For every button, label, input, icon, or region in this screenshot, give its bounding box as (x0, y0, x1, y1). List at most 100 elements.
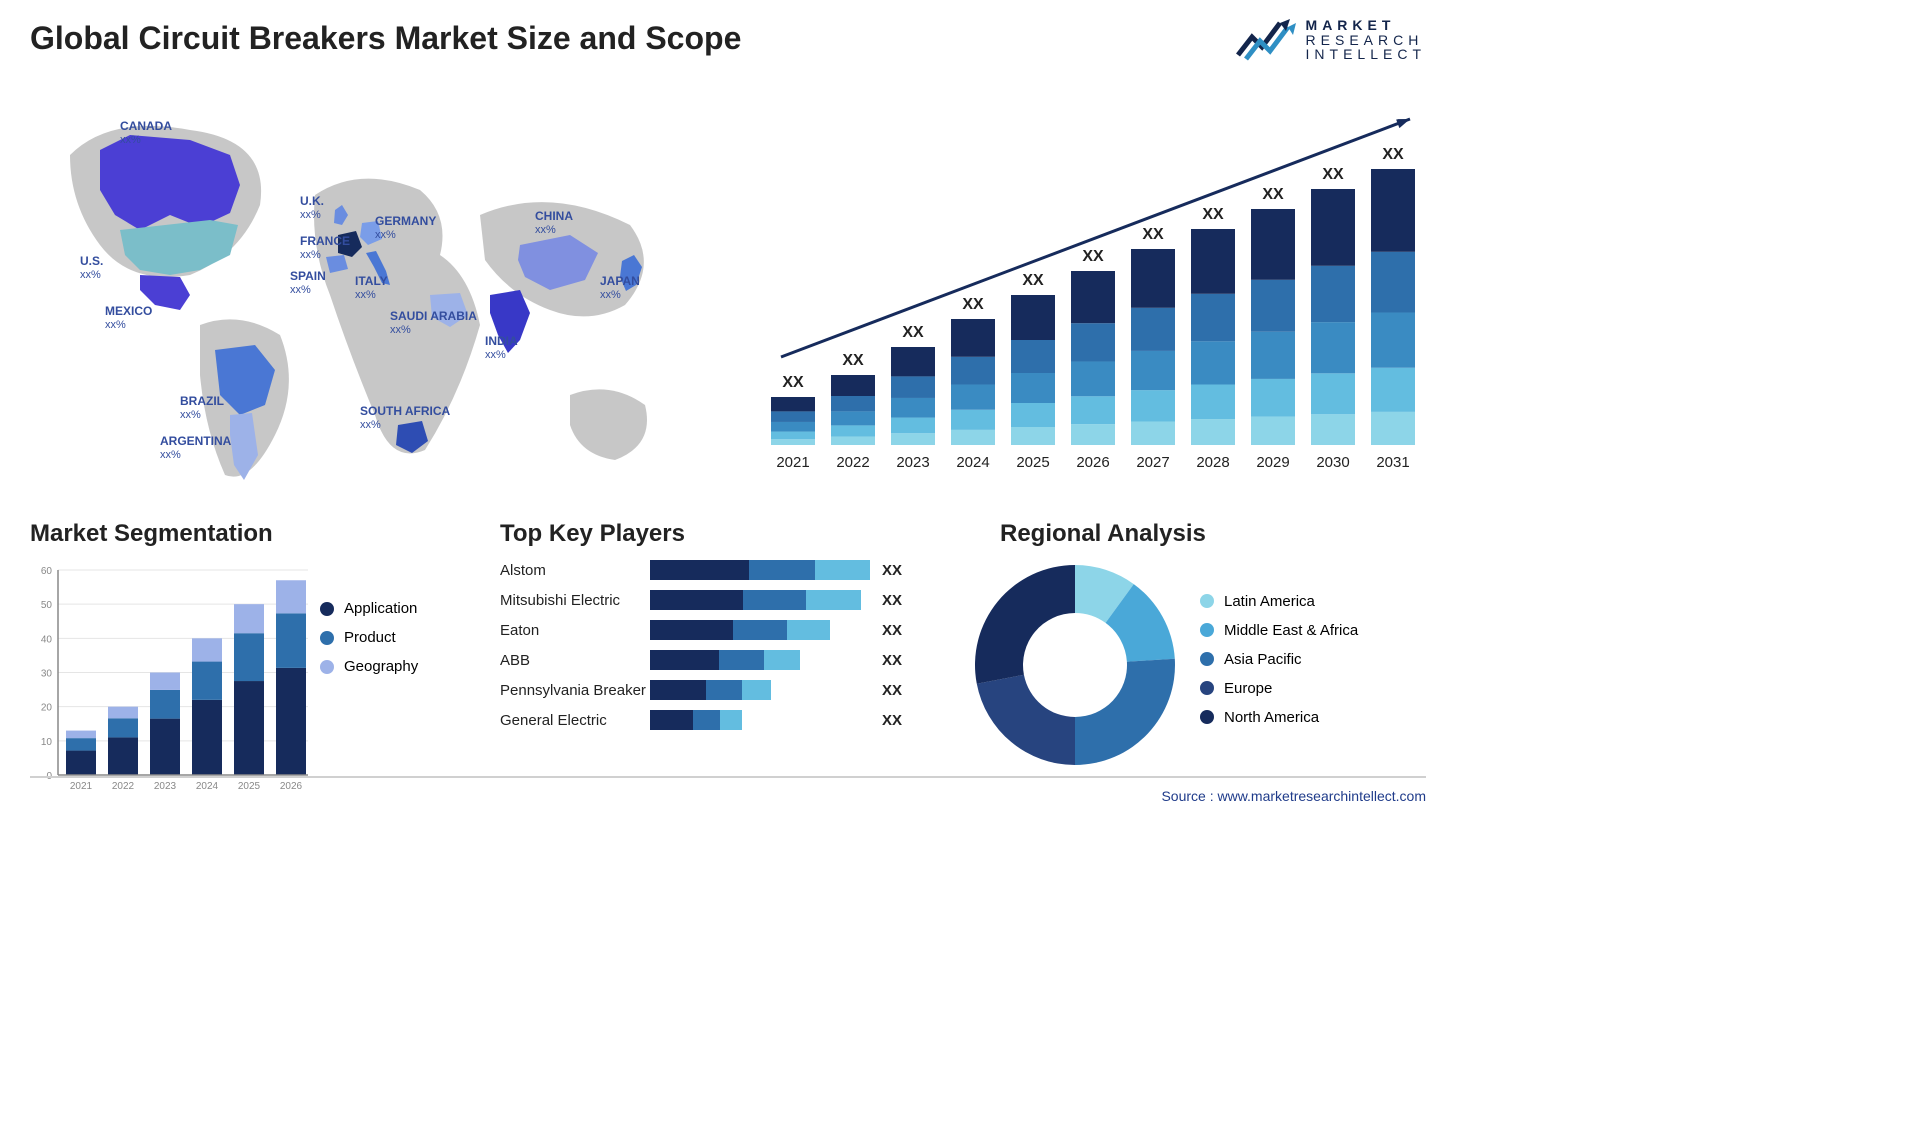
player-name: Pennsylvania Breaker (500, 682, 650, 699)
growth-bar-value: XX (1262, 186, 1284, 203)
seg-bar-seg (66, 751, 96, 775)
growth-bar-seg (1311, 322, 1355, 373)
growth-bar-seg (1131, 421, 1175, 445)
player-row: ABB XX (500, 650, 950, 670)
growth-bar-seg (1371, 169, 1415, 252)
player-value: XX (882, 682, 902, 699)
legend-label: Geography (344, 658, 418, 675)
growth-bar-seg (771, 432, 815, 440)
growth-bar-seg (891, 418, 935, 434)
growth-bar-seg (1071, 361, 1115, 396)
growth-bar-seg (891, 433, 935, 445)
players-title: Top Key Players (500, 520, 685, 548)
player-bar-seg (693, 710, 721, 730)
growth-year-label: 2025 (1016, 454, 1049, 471)
player-bar (650, 590, 870, 610)
map-label-mexico: MEXICOxx% (105, 305, 152, 331)
growth-bar-seg (831, 375, 875, 396)
map-label-u.k.: U.K.xx% (300, 195, 324, 221)
logo-text: MARKET RESEARCH INTELLECT (1306, 18, 1426, 62)
player-row: Pennsylvania Breaker XX (500, 680, 950, 700)
player-bar-seg (650, 620, 733, 640)
segmentation-title: Market Segmentation (30, 520, 273, 548)
growth-bar-seg (831, 396, 875, 411)
player-bar-seg (806, 590, 861, 610)
player-value: XX (882, 562, 902, 579)
growth-bar-seg (1131, 351, 1175, 390)
seg-bar-seg (192, 700, 222, 775)
map-label-argentina: ARGENTINAxx% (160, 435, 231, 461)
growth-bar-seg (831, 411, 875, 425)
seg-bar-seg (276, 613, 306, 668)
region-legend-item: Asia Pacific (1200, 651, 1358, 668)
growth-bar-seg (1071, 271, 1115, 323)
seg-year-label: 2023 (154, 781, 177, 792)
seg-bar-seg (66, 738, 96, 750)
player-bar-seg (815, 560, 870, 580)
legend-label: Product (344, 629, 396, 646)
seg-ytick: 10 (41, 737, 53, 748)
map-label-germany: GERMANYxx% (375, 215, 436, 241)
seg-bar-seg (150, 673, 180, 690)
growth-bar-seg (1131, 390, 1175, 421)
legend-dot-icon (320, 660, 334, 674)
growth-bar-seg (771, 397, 815, 411)
logo-line1: MARKET (1306, 18, 1426, 33)
growth-bar-seg (1371, 368, 1415, 412)
growth-bar-seg (1191, 341, 1235, 384)
legend-dot-icon (320, 602, 334, 616)
map-label-india: INDIAxx% (485, 335, 518, 361)
map-label-saudi-arabia: SAUDI ARABIAxx% (390, 310, 477, 336)
growth-bar-seg (831, 425, 875, 436)
donut-svg (970, 560, 1180, 770)
growth-bar-seg (1131, 249, 1175, 308)
source-text: Source : www.marketresearchintellect.com (1161, 788, 1426, 804)
player-bar-seg (733, 620, 787, 640)
growth-bar-seg (1011, 403, 1055, 427)
seg-ytick: 50 (41, 600, 53, 611)
player-bar-seg (719, 650, 764, 670)
region-legend-item: North America (1200, 709, 1358, 726)
seg-bar-seg (276, 668, 306, 775)
map-label-france: FRANCExx% (300, 235, 350, 261)
growth-year-label: 2023 (896, 454, 929, 471)
seg-bar-seg (234, 604, 264, 633)
legend-label: Application (344, 600, 417, 617)
player-name: ABB (500, 652, 650, 669)
player-row: Mitsubishi ElectricXX (500, 590, 950, 610)
seg-bar-seg (276, 580, 306, 613)
growth-bar-seg (1011, 427, 1055, 445)
page-title: Global Circuit Breakers Market Size and … (30, 20, 741, 57)
seg-ytick: 30 (41, 669, 53, 680)
growth-year-label: 2027 (1136, 454, 1169, 471)
seg-bar-seg (108, 737, 138, 775)
player-bar-seg (650, 650, 719, 670)
player-bar-seg (650, 710, 693, 730)
player-bar-seg (749, 560, 815, 580)
player-bar-seg (650, 680, 706, 700)
seg-bar-seg (192, 638, 222, 661)
player-name: Mitsubishi Electric (500, 592, 650, 609)
seg-bar-seg (150, 690, 180, 719)
segmentation-chart: 0102030405060202120222023202420252026 (30, 560, 310, 800)
segmentation-legend: Application Product Geography (320, 600, 418, 687)
player-name: Alstom (500, 562, 650, 579)
player-bar-seg (742, 680, 771, 700)
players-chart: AlstomXXMitsubishi ElectricXXEatonXXABBX… (500, 560, 950, 790)
player-row: General ElectricXX (500, 710, 950, 730)
growth-arrow-head (1396, 119, 1410, 128)
growth-bar-seg (1371, 412, 1415, 445)
growth-year-label: 2030 (1316, 454, 1349, 471)
player-value: XX (882, 652, 902, 669)
growth-bar-seg (1251, 280, 1295, 332)
growth-bar-seg (1071, 323, 1115, 361)
growth-bar-seg (1191, 419, 1235, 445)
seg-ytick: 60 (41, 566, 53, 577)
growth-bar-value: XX (1082, 248, 1104, 265)
growth-bar-seg (1131, 308, 1175, 351)
player-bar (650, 560, 870, 580)
player-row: Alstom XX (500, 560, 950, 580)
map-svg (30, 95, 670, 485)
region-legend-item: Europe (1200, 680, 1358, 697)
seg-bar-seg (66, 731, 96, 739)
